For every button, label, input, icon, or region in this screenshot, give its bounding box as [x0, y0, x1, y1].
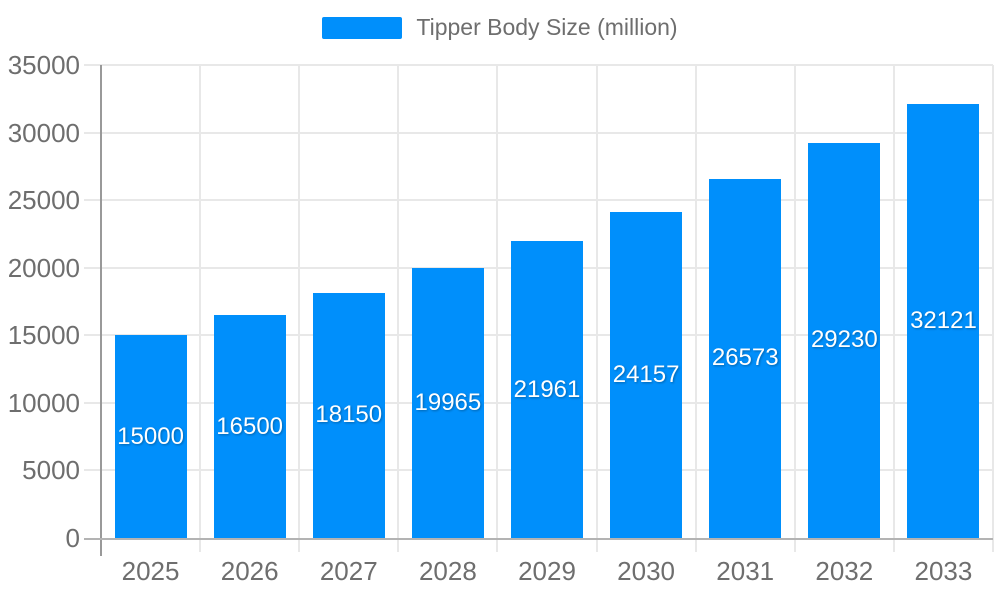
x-tick-label: 2027: [319, 556, 378, 586]
gridline-horizontal: [84, 64, 993, 66]
gridline-vertical: [892, 65, 895, 552]
y-tick-label: 35000: [7, 50, 80, 80]
gridline-vertical: [694, 65, 697, 552]
gridline-vertical: [595, 65, 598, 552]
gridline-vertical: [992, 65, 994, 552]
bar-value-label: 18150: [315, 401, 383, 429]
x-tick-label: 2032: [815, 556, 874, 586]
gridline-horizontal: [84, 199, 993, 202]
gridline-vertical: [397, 65, 400, 552]
legend-swatch: [322, 16, 403, 39]
x-tick-label: 2025: [121, 556, 180, 586]
y-tick-label: 10000: [7, 387, 80, 418]
bar[interactable]: [907, 103, 980, 538]
bar-value-label: 19965: [414, 389, 482, 417]
bar[interactable]: [808, 142, 881, 538]
bar-value-label: 21961: [513, 375, 581, 403]
bar-value-label: 16500: [216, 412, 284, 440]
x-tick-label: 2033: [914, 556, 973, 586]
gridline-vertical: [793, 65, 796, 552]
bar[interactable]: [610, 211, 683, 538]
x-tick-label: 2028: [418, 556, 477, 586]
bar[interactable]: [213, 315, 286, 538]
x-tick-label: 2026: [220, 556, 279, 586]
y-tick-label: 25000: [7, 185, 80, 216]
legend-item[interactable]: Tipper Body Size (million): [0, 14, 1000, 41]
bar[interactable]: [114, 335, 187, 538]
x-tick-label: 2031: [716, 556, 775, 586]
y-tick-label: 15000: [7, 320, 80, 351]
y-tick-label: 30000: [7, 117, 80, 148]
bar-value-label: 24157: [612, 360, 680, 388]
y-axis-line: [100, 65, 102, 556]
bar[interactable]: [312, 292, 385, 538]
bar[interactable]: [709, 178, 782, 538]
gridline-vertical: [298, 65, 301, 552]
bar[interactable]: [411, 268, 484, 538]
x-axis-line: [84, 538, 993, 540]
legend-label: Tipper Body Size (million): [416, 14, 678, 40]
y-tick-label: 0: [65, 523, 80, 553]
y-tick-label: 5000: [22, 455, 80, 486]
x-tick-label: 2030: [617, 556, 676, 586]
bar-value-label: 15000: [117, 422, 184, 450]
bar-value-label: 26573: [711, 344, 779, 372]
gridline-horizontal: [84, 131, 993, 134]
bar-value-label: 29230: [810, 326, 878, 354]
gridline-vertical: [199, 65, 202, 552]
gridline-vertical: [496, 65, 499, 552]
x-tick-label: 2029: [518, 556, 576, 586]
y-tick-label: 20000: [7, 252, 80, 283]
bar-value-label: 32121: [910, 306, 977, 334]
bar[interactable]: [511, 241, 583, 538]
